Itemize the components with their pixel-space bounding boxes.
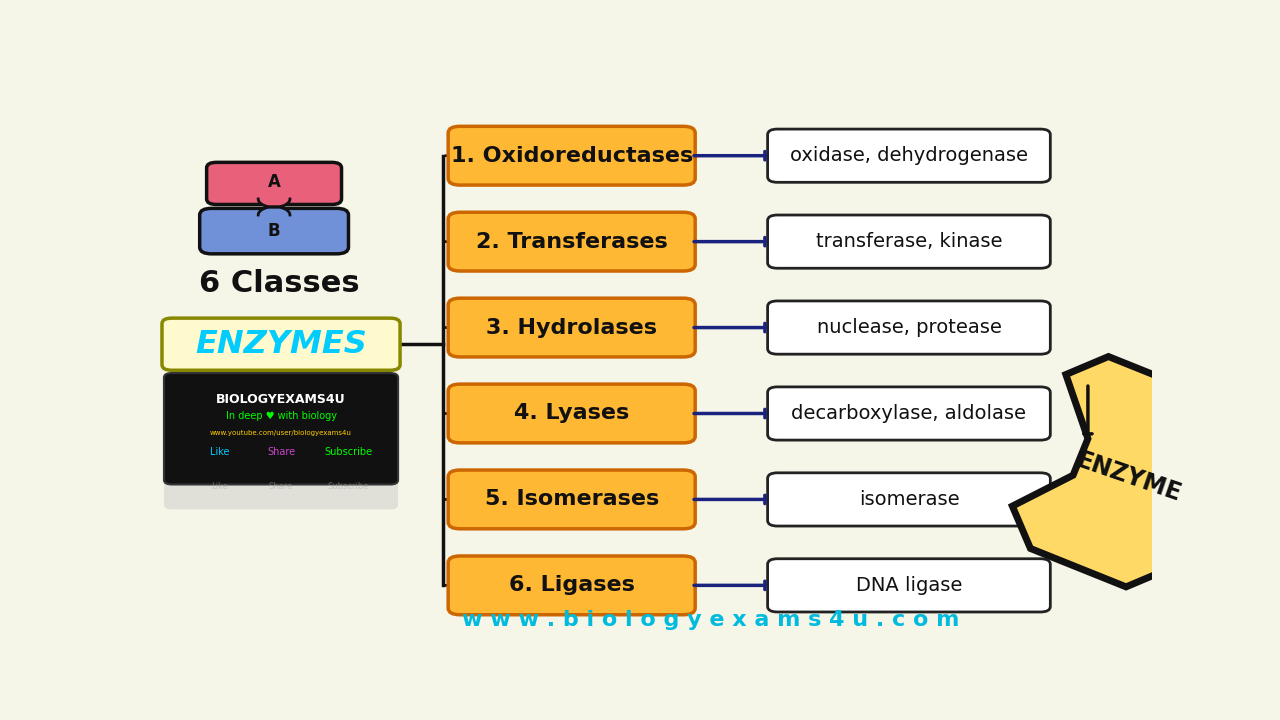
FancyBboxPatch shape xyxy=(768,559,1051,612)
Text: oxidase, dehydrogenase: oxidase, dehydrogenase xyxy=(790,146,1028,165)
Text: Like: Like xyxy=(210,447,229,457)
FancyBboxPatch shape xyxy=(768,387,1051,440)
Text: 4. Lyases: 4. Lyases xyxy=(515,403,630,423)
FancyBboxPatch shape xyxy=(164,473,398,510)
Text: 6. Ligases: 6. Ligases xyxy=(508,575,635,595)
FancyBboxPatch shape xyxy=(448,384,695,443)
Polygon shape xyxy=(1012,356,1222,587)
FancyBboxPatch shape xyxy=(448,126,695,185)
Text: 3. Hydrolases: 3. Hydrolases xyxy=(486,318,657,338)
Text: 1. Oxidoreductases: 1. Oxidoreductases xyxy=(451,145,692,166)
FancyBboxPatch shape xyxy=(200,208,348,254)
Text: Subscribe: Subscribe xyxy=(324,447,372,457)
FancyBboxPatch shape xyxy=(768,129,1051,182)
FancyBboxPatch shape xyxy=(768,301,1051,354)
FancyBboxPatch shape xyxy=(768,473,1051,526)
Text: w w w . b i o l o g y e x a m s 4 u . c o m: w w w . b i o l o g y e x a m s 4 u . c … xyxy=(462,610,959,630)
Text: ENZYME: ENZYME xyxy=(1074,448,1185,506)
Text: isomerase: isomerase xyxy=(859,490,959,509)
Text: 6 Classes: 6 Classes xyxy=(198,269,360,297)
Text: 5. Isomerases: 5. Isomerases xyxy=(485,490,659,510)
Text: DNA ligase: DNA ligase xyxy=(856,576,963,595)
Text: nuclease, protease: nuclease, protease xyxy=(817,318,1001,337)
Text: Share: Share xyxy=(268,447,296,457)
Text: Like: Like xyxy=(211,482,228,491)
FancyBboxPatch shape xyxy=(206,162,342,204)
FancyBboxPatch shape xyxy=(448,556,695,615)
FancyBboxPatch shape xyxy=(163,318,401,370)
Polygon shape xyxy=(259,207,291,215)
FancyBboxPatch shape xyxy=(448,470,695,528)
Text: Subscribe: Subscribe xyxy=(328,482,369,491)
Text: Share: Share xyxy=(269,482,293,491)
Text: 2. Transferases: 2. Transferases xyxy=(476,232,668,251)
Text: In deep ♥ with biology: In deep ♥ with biology xyxy=(225,411,337,421)
Text: transferase, kinase: transferase, kinase xyxy=(815,232,1002,251)
Text: B: B xyxy=(268,222,280,240)
FancyBboxPatch shape xyxy=(164,373,398,485)
FancyBboxPatch shape xyxy=(768,215,1051,269)
Text: A: A xyxy=(268,173,280,191)
Text: decarboxylase, aldolase: decarboxylase, aldolase xyxy=(791,404,1027,423)
Polygon shape xyxy=(259,199,291,207)
Text: www.youtube.com/user/biologyexams4u: www.youtube.com/user/biologyexams4u xyxy=(210,430,352,436)
Text: ENZYMES: ENZYMES xyxy=(195,329,367,360)
Text: BIOLOGYEXAMS4U: BIOLOGYEXAMS4U xyxy=(216,393,346,406)
FancyBboxPatch shape xyxy=(448,212,695,271)
FancyBboxPatch shape xyxy=(448,298,695,357)
